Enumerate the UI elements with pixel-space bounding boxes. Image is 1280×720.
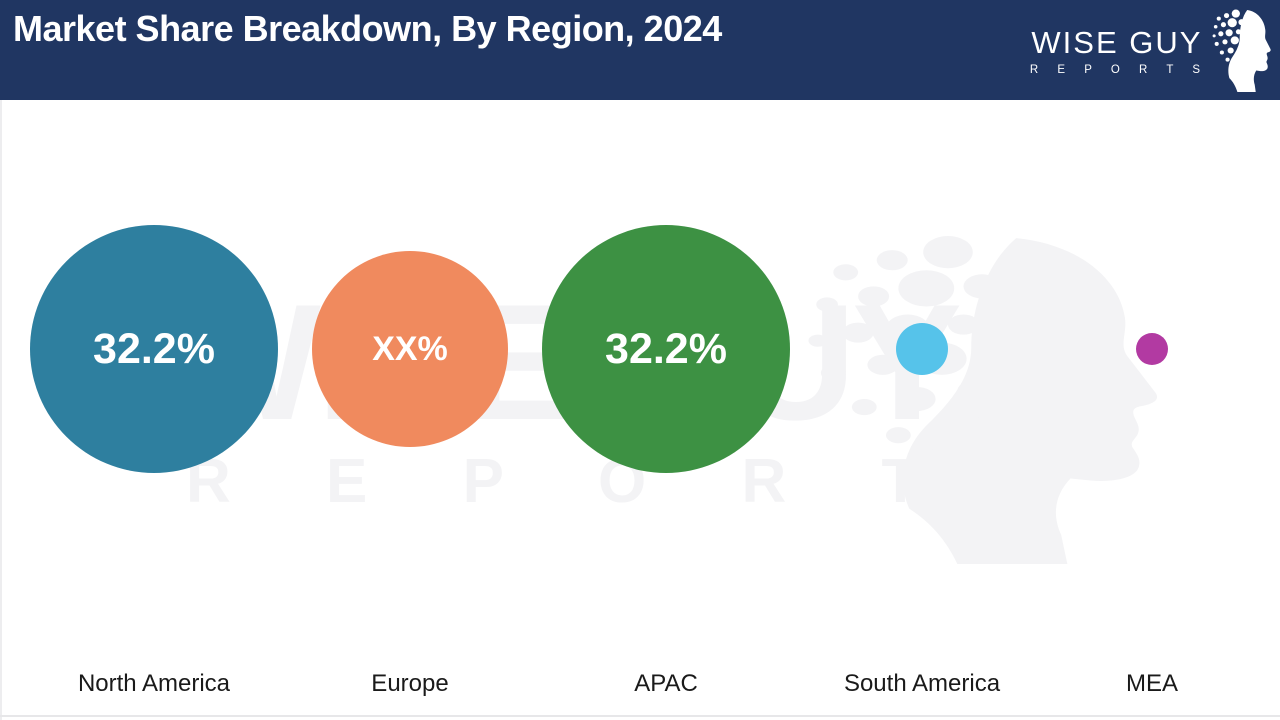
bubble-north-america: 32.2%: [30, 225, 278, 473]
bubble-europe: XX%: [312, 251, 508, 447]
bubble-apac: 32.2%: [542, 225, 790, 473]
wise-guy-head-icon: [1212, 9, 1271, 92]
bubble-south-america: [896, 323, 948, 375]
category-label-north-america: North America: [77, 670, 231, 697]
page-title: Market Share Breakdown, By Region, 2024: [13, 8, 722, 49]
header-bar: Market Share Breakdown, By Region, 2024 …: [0, 0, 1280, 100]
chart-area: WISE GUY R E P O R T S 32.2%XX%32.2% Nor…: [0, 100, 1280, 720]
logo-text: WISE GUY R E P O R T S: [1026, 25, 1208, 76]
left-divider: [0, 100, 2, 720]
bubble-value-north-america: 32.2%: [93, 324, 215, 373]
wise-guy-logo: WISE GUY R E P O R T S: [1026, 6, 1272, 94]
bubble-value-apac: 32.2%: [605, 324, 727, 373]
category-label-south-america: South America: [843, 670, 1001, 697]
bubble-value-europe: XX%: [372, 329, 448, 368]
watermark-head-icon: [808, 236, 1158, 564]
category-label-mea: MEA: [1125, 670, 1179, 697]
logo-wordmark: WISE GUY: [1031, 24, 1203, 60]
bottom-divider: [0, 715, 1280, 717]
logo-subtitle: R E P O R T S: [1029, 63, 1208, 76]
bubble-mea: [1136, 333, 1168, 365]
category-label-apac: APAC: [634, 670, 698, 697]
category-label-europe: Europe: [371, 670, 449, 697]
